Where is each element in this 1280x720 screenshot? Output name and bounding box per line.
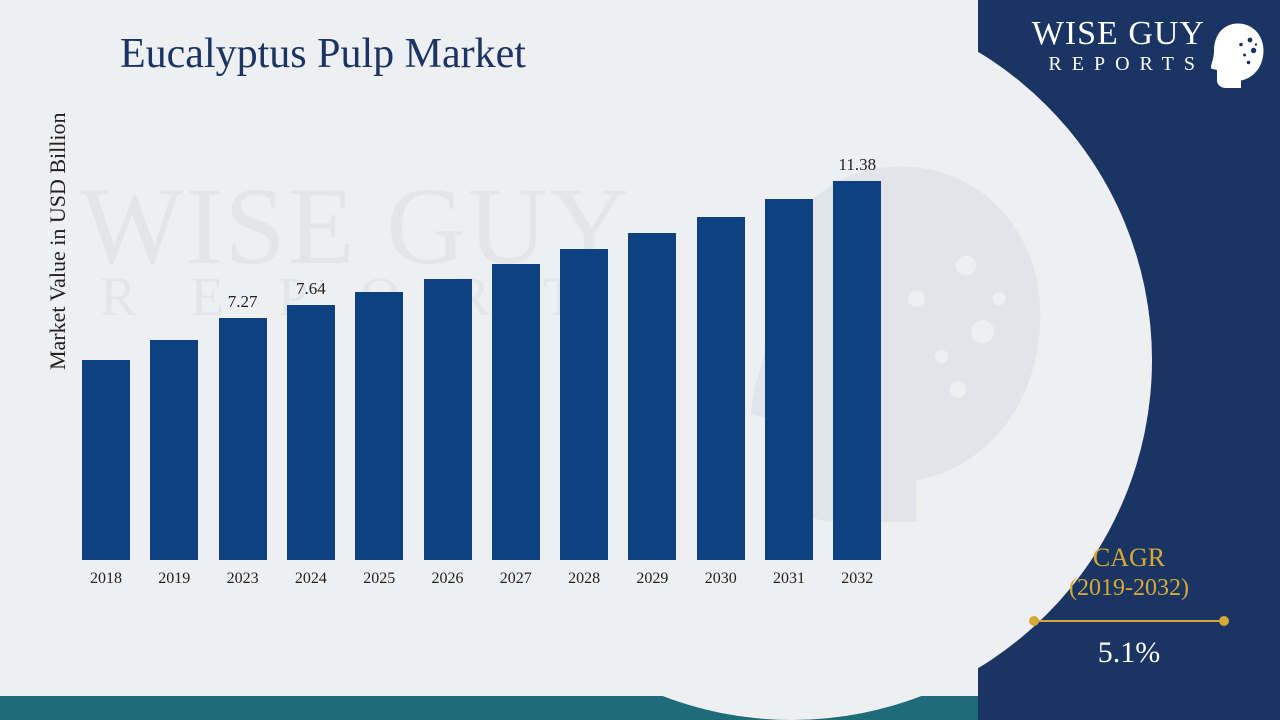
- chart-title: Eucalyptus Pulp Market: [120, 30, 526, 78]
- bar-value-label: 7.64: [276, 279, 346, 299]
- bar-value-label: 7.27: [208, 292, 278, 312]
- bar: [833, 181, 881, 560]
- x-tick-label: 2019: [140, 570, 208, 588]
- brand-logo: WISE GUY REPORTS: [1032, 15, 1260, 76]
- cagr-range: (2019-2032): [978, 575, 1280, 602]
- bar: [765, 199, 813, 560]
- bar: [287, 305, 335, 560]
- y-axis-label: Market Value in USD Billion: [45, 113, 71, 370]
- bar: [150, 340, 198, 560]
- x-tick-label: 2031: [755, 570, 823, 588]
- head-icon: [1208, 20, 1268, 90]
- logo-text-sub: REPORTS: [1032, 53, 1205, 76]
- x-tick-label: 2032: [823, 570, 891, 588]
- bar: [697, 217, 745, 560]
- bar: [424, 279, 472, 560]
- x-tick-label: 2026: [414, 570, 482, 588]
- x-tick-label: 2029: [618, 570, 686, 588]
- x-tick-label: 2030: [687, 570, 755, 588]
- bar: [492, 264, 540, 560]
- bar: [82, 360, 130, 560]
- bar: [355, 292, 403, 560]
- x-tick-label: 2023: [209, 570, 277, 588]
- cagr-value: 5.1%: [978, 636, 1280, 670]
- x-tick-label: 2018: [72, 570, 140, 588]
- divider-line: [1034, 620, 1224, 622]
- bar-chart: 201820197.2720237.6420242025202620272028…: [82, 160, 902, 560]
- bar-value-label: 11.38: [822, 155, 892, 175]
- bar: [219, 318, 267, 560]
- x-tick-label: 2028: [550, 570, 618, 588]
- cagr-label: CAGR: [978, 543, 1280, 573]
- bar: [628, 233, 676, 560]
- x-tick-label: 2025: [345, 570, 413, 588]
- logo-text-main: WISE GUY: [1032, 15, 1205, 53]
- x-tick-label: 2027: [482, 570, 550, 588]
- cagr-block: CAGR (2019-2032) 5.1%: [978, 543, 1280, 670]
- bar: [560, 249, 608, 560]
- x-tick-label: 2024: [277, 570, 345, 588]
